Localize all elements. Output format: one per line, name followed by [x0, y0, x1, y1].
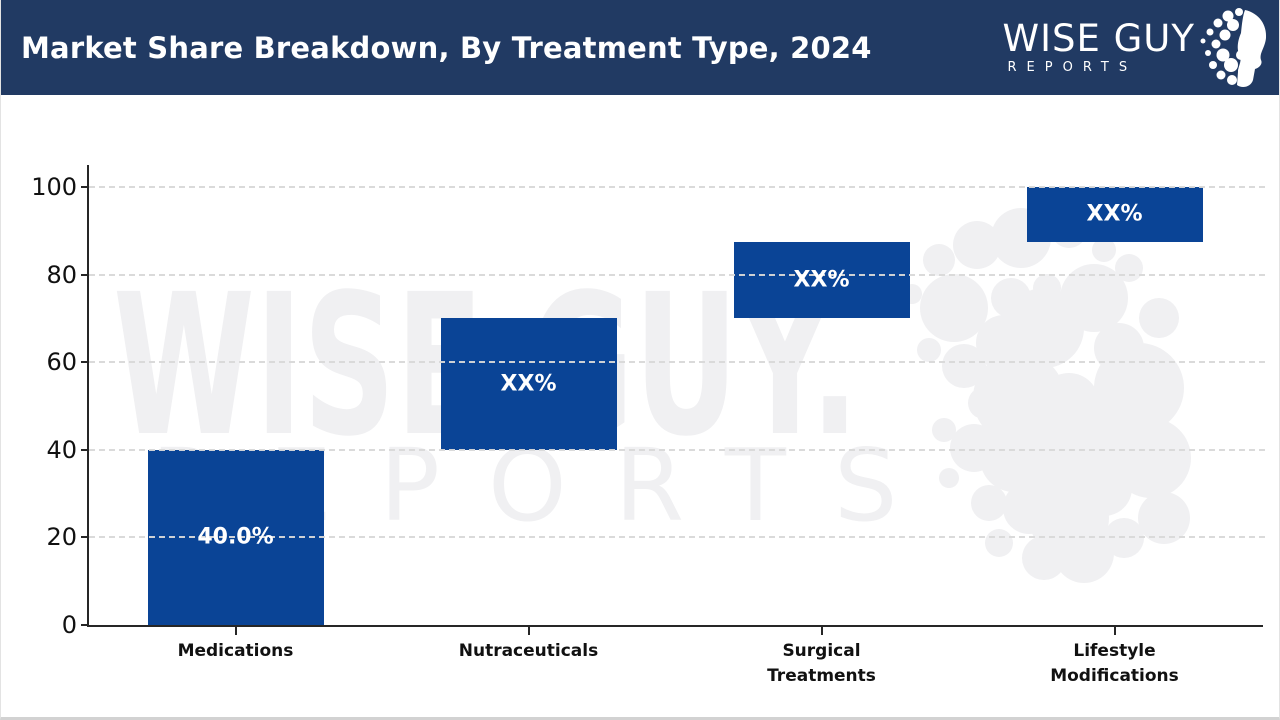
- x-tick-label-lifestyle-modifications: Lifestyle Modifications: [1050, 641, 1179, 686]
- x-tick-mark: [820, 627, 823, 635]
- y-tick-mark: [81, 448, 89, 451]
- x-tick-mark: [1113, 627, 1116, 635]
- y-axis-spine: [87, 165, 89, 627]
- logo-head-icon: [1200, 7, 1267, 87]
- bar-value-label: 40.0%: [197, 524, 274, 550]
- gridline-40: [89, 448, 1265, 451]
- y-tick-label: 0: [61, 611, 77, 639]
- gridline-100: [89, 186, 1265, 188]
- gridline-60: [89, 361, 1265, 364]
- y-tick-mark: [81, 186, 89, 188]
- bar-value-label: XX%: [500, 371, 557, 397]
- x-tick-label-medications: Medications: [177, 641, 294, 661]
- x-tick-label-nutraceuticals: Nutraceuticals: [458, 641, 599, 661]
- gridline-20: [89, 536, 1265, 539]
- y-tick-label: 40: [46, 435, 77, 464]
- y-tick-label: 80: [46, 260, 77, 289]
- y-tick-mark: [81, 361, 89, 364]
- header: Market Share Breakdown, By Treatment Typ…: [1, 0, 1279, 95]
- wise-guy-logo: WISE GUY REPORTS: [1003, 7, 1271, 89]
- bar-lifestyle-modifications: [1026, 187, 1203, 242]
- bar-value-label: XX%: [793, 267, 850, 293]
- logo-reports-label: REPORTS: [1007, 60, 1138, 75]
- x-axis-spine: [87, 625, 1263, 627]
- page-title: Market Share Breakdown, By Treatment Typ…: [21, 30, 872, 65]
- y-tick-mark: [81, 273, 89, 276]
- logo-text: WISE GUY REPORTS: [1003, 20, 1195, 75]
- y-tick-label: 60: [46, 348, 77, 377]
- x-tick-mark: [234, 627, 237, 635]
- y-tick-mark: [81, 536, 89, 539]
- y-tick-label: 100: [31, 173, 77, 201]
- watermark-head-icon: [902, 208, 1191, 583]
- logo-wordmark: WISE GUY: [1002, 17, 1195, 60]
- bar-nutraceuticals: [440, 318, 617, 450]
- x-tick-label-surgical-treatments: Surgical Treatments: [767, 641, 876, 686]
- bar-surgical-treatments: [733, 241, 910, 319]
- y-tick-label: 20: [46, 523, 77, 552]
- y-tick-mark: [81, 624, 89, 626]
- gridline-80: [89, 273, 1265, 276]
- bar-value-label: XX%: [1086, 201, 1143, 227]
- x-tick-mark: [527, 627, 530, 635]
